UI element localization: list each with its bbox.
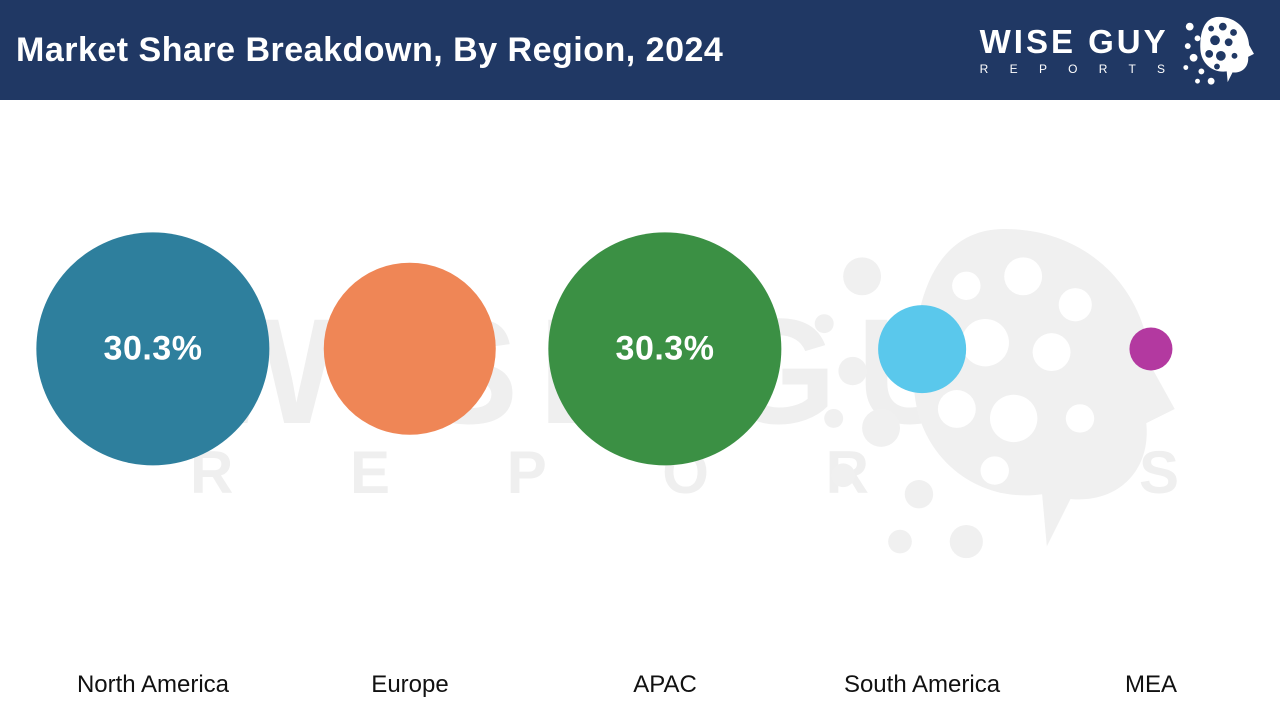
page-title: Market Share Breakdown, By Region, 2024 — [16, 30, 724, 69]
category-label-mea: MEA — [1124, 671, 1178, 698]
wiseguy-logo-head-icon — [1183, 16, 1254, 85]
bubble-value-label-north-america: 30.3% — [103, 329, 203, 368]
category-label-south-america: South America — [843, 671, 1001, 698]
wiseguy-logo-line2: R E P O R T S — [979, 61, 1174, 76]
wiseguy-logo: WISE GUY R E P O R T S — [980, 13, 1254, 87]
bubble-value-label-apac: 30.3% — [615, 329, 715, 368]
category-label-north-america: North America — [76, 671, 230, 698]
bubble-apac: 30.3% — [548, 232, 782, 466]
bubble-chart: 30.3% North America Europe 30.3% APAC South A… — [0, 100, 1280, 720]
wiseguy-logo-text: WISE GUY R E P O R T S — [980, 25, 1174, 76]
bubble-north-america: 30.3% — [36, 232, 270, 466]
bubble-europe — [323, 262, 497, 436]
category-label-europe: Europe — [371, 671, 449, 698]
chart-area: WISE GUY R E P O R T S — [0, 100, 1280, 720]
wiseguy-logo-line1: WISE GUY — [979, 22, 1169, 60]
bubble-south-america — [878, 305, 966, 393]
header: Market Share Breakdown, By Region, 2024 … — [0, 0, 1280, 100]
category-label-apac: APAC — [633, 671, 697, 698]
bubble-mea — [1129, 327, 1173, 371]
